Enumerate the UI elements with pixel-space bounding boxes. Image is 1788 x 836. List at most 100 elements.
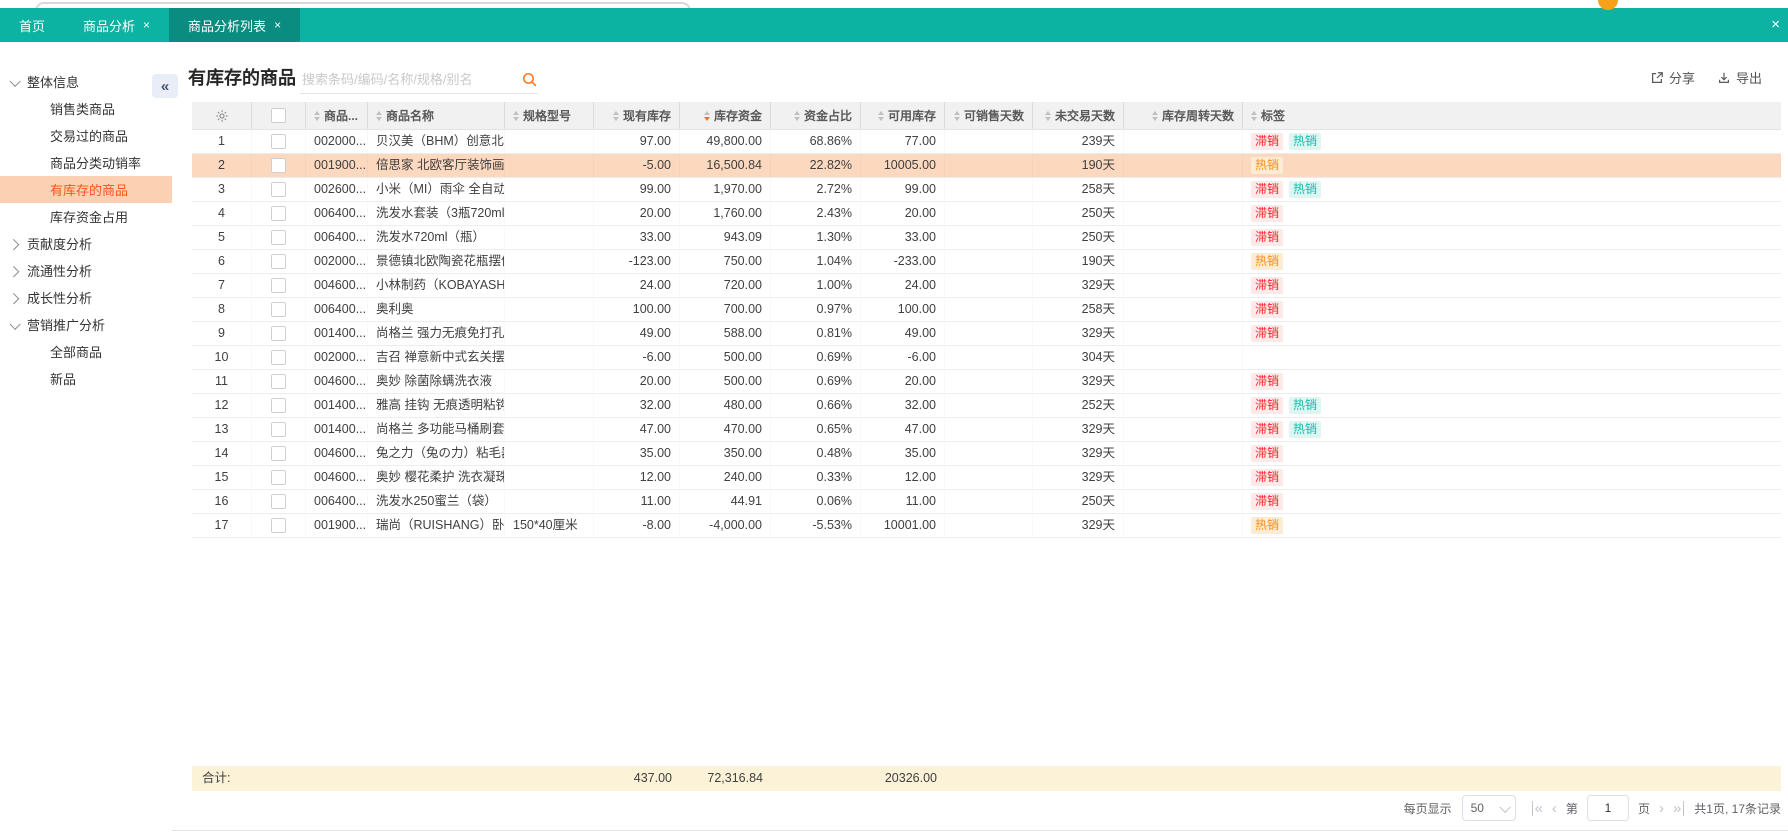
- sidebar-item[interactable]: 库存资金占用: [0, 203, 172, 230]
- table-row[interactable]: 11 004600... 奥妙 除菌除螨洗衣液 20.00 500.00 0.6…: [192, 370, 1781, 394]
- sidebar-item[interactable]: 成长性分析: [0, 284, 172, 311]
- row-checkbox[interactable]: [271, 374, 286, 389]
- table-row[interactable]: 16 006400... 洗发水250蜜兰（袋） 11.00 44.91 0.0…: [192, 490, 1781, 514]
- sort-carets-icon[interactable]: [953, 110, 960, 121]
- cell-available-stock: 32.00: [861, 394, 945, 417]
- sort-carets-icon[interactable]: [1044, 110, 1051, 121]
- sort-carets-icon[interactable]: [793, 110, 800, 121]
- column-header[interactable]: 库存周转天数: [1124, 102, 1243, 129]
- table-row[interactable]: 4 006400... 洗发水套装（3瓶720ml+1袋 20.00 1,760…: [192, 202, 1781, 226]
- window-close-icon[interactable]: ×: [1771, 16, 1780, 33]
- select-all-checkbox[interactable]: [271, 108, 286, 123]
- search-input[interactable]: [300, 71, 521, 88]
- table-row[interactable]: 13 001400... 尚格兰 多功能马桶刷套装 卫 47.00 470.00…: [192, 418, 1781, 442]
- row-checkbox[interactable]: [271, 182, 286, 197]
- row-checkbox[interactable]: [271, 230, 286, 245]
- sort-carets-icon[interactable]: [1251, 110, 1257, 121]
- column-header[interactable]: 未交易天数: [1033, 102, 1124, 129]
- table-row[interactable]: 15 004600... 奥妙 樱花柔护 洗衣凝珠 10 12.00 240.0…: [192, 466, 1781, 490]
- sort-carets-icon[interactable]: [1151, 110, 1158, 121]
- sidebar-item[interactable]: 营销推广分析: [0, 311, 172, 338]
- column-header[interactable]: 可销售天数: [945, 102, 1033, 129]
- tab-close-icon[interactable]: ×: [274, 18, 282, 32]
- table-row[interactable]: 14 004600... 兔之力（兔の力）粘毛器粘 35.00 350.00 0…: [192, 442, 1781, 466]
- first-page-button[interactable]: «: [1531, 800, 1543, 816]
- column-header[interactable]: 商品名称: [368, 102, 505, 129]
- sort-carets-icon[interactable]: [612, 110, 619, 121]
- sidebar-item[interactable]: 全部商品: [0, 338, 172, 365]
- column-header[interactable]: 标签: [1243, 102, 1781, 129]
- table-row[interactable]: 5 006400... 洗发水720ml（瓶） 33.00 943.09 1.3…: [192, 226, 1781, 250]
- row-checkbox[interactable]: [271, 254, 286, 269]
- table-row[interactable]: 12 001400... 雅高 挂钩 无痕透明粘钩 强力 32.00 480.0…: [192, 394, 1781, 418]
- row-checkbox[interactable]: [271, 302, 286, 317]
- cell-stock-fund: 240.00: [680, 466, 771, 489]
- tab[interactable]: 商品分析列表 ×: [169, 8, 301, 42]
- sidebar-item[interactable]: 新品: [0, 365, 172, 392]
- column-header[interactable]: 库存资金: [680, 102, 771, 129]
- row-checkbox[interactable]: [271, 350, 286, 365]
- cell-saleable-days: [945, 418, 1033, 441]
- cell-product-name: 尚格兰 多功能马桶刷套装 卫: [368, 418, 505, 441]
- row-checkbox[interactable]: [271, 206, 286, 221]
- tab-close-icon[interactable]: ×: [143, 18, 151, 32]
- row-checkbox[interactable]: [271, 134, 286, 149]
- cell-available-stock: 20.00: [861, 370, 945, 393]
- sidebar-item[interactable]: 交易过的商品: [0, 122, 172, 149]
- cell-checkbox: [252, 130, 306, 153]
- row-checkbox[interactable]: [271, 422, 286, 437]
- cell-tags: 滞销 热销: [1243, 130, 1781, 153]
- row-checkbox[interactable]: [271, 470, 286, 485]
- row-checkbox[interactable]: [271, 326, 286, 341]
- page-number-input[interactable]: [1586, 795, 1629, 821]
- sidebar-item[interactable]: 销售类商品: [0, 95, 172, 122]
- column-settings[interactable]: [192, 102, 252, 129]
- column-header[interactable]: 资金占比: [771, 102, 861, 129]
- sort-carets-icon[interactable]: [877, 110, 884, 121]
- table-row[interactable]: 7 004600... 小林制药（KOBAYASHI）日 24.00 720.0…: [192, 274, 1781, 298]
- row-checkbox[interactable]: [271, 158, 286, 173]
- sidebar-item[interactable]: 贡献度分析: [0, 230, 172, 257]
- table-row[interactable]: 9 001400... 尚格兰 强力无痕免打孔浴室 49.00 588.00 0…: [192, 322, 1781, 346]
- column-header[interactable]: 可用库存: [861, 102, 945, 129]
- table-row[interactable]: 17 001900... 瑞尚（RUISHANG）卧室装 150*40厘米 -8…: [192, 514, 1781, 538]
- sort-carets-icon[interactable]: [314, 110, 320, 121]
- sort-carets-icon[interactable]: [376, 110, 382, 121]
- sidebar-item[interactable]: 流通性分析: [0, 257, 172, 284]
- sort-carets-icon[interactable]: [703, 110, 710, 121]
- row-checkbox[interactable]: [271, 278, 286, 293]
- cell-checkbox: [252, 178, 306, 201]
- column-header[interactable]: 商品...: [306, 102, 368, 129]
- prev-page-button[interactable]: ‹: [1551, 799, 1557, 817]
- table-row[interactable]: 8 006400... 奥利奥 100.00 700.00 0.97% 100.…: [192, 298, 1781, 322]
- table-row[interactable]: 1 002000... 贝汉美（BHM）创意北欧客 97.00 49,800.0…: [192, 130, 1781, 154]
- cell-available-stock: -233.00: [861, 250, 945, 273]
- share-button[interactable]: 分享: [1650, 68, 1695, 87]
- column-header[interactable]: 现有库存: [594, 102, 680, 129]
- sort-carets-icon[interactable]: [513, 110, 519, 121]
- table-row[interactable]: 10 002000... 吉召 禅意新中式玄关摆件客 -6.00 500.00 …: [192, 346, 1781, 370]
- last-page-button[interactable]: »: [1673, 800, 1685, 816]
- row-checkbox[interactable]: [271, 518, 286, 533]
- sidebar-item[interactable]: 商品分类动销率: [0, 149, 172, 176]
- table-row[interactable]: 3 002600... 小米（MI）雨伞 全自动折叠 99.00 1,970.0…: [192, 178, 1781, 202]
- page-size-select[interactable]: 50: [1461, 795, 1516, 821]
- tab[interactable]: 商品分析 ×: [64, 8, 169, 42]
- column-header[interactable]: 规格型号: [505, 102, 594, 129]
- export-button[interactable]: 导出: [1717, 68, 1762, 87]
- sidebar-item[interactable]: 有库存的商品: [0, 176, 172, 203]
- avatar[interactable]: [1598, 0, 1618, 10]
- tab[interactable]: 首页: [0, 8, 64, 42]
- sidebar-item[interactable]: 整体信息: [0, 68, 172, 95]
- row-checkbox[interactable]: [271, 398, 286, 413]
- sidebar-collapse-button[interactable]: «: [152, 74, 178, 98]
- next-page-button[interactable]: ›: [1658, 799, 1664, 817]
- cell-fund-ratio: 0.81%: [771, 322, 861, 345]
- search-icon[interactable]: [521, 71, 538, 88]
- row-checkbox[interactable]: [271, 494, 286, 509]
- cell-fund-ratio: 0.48%: [771, 442, 861, 465]
- row-checkbox[interactable]: [271, 446, 286, 461]
- table-row[interactable]: 6 002000... 景德镇北欧陶瓷花瓶摆件 仿 -123.00 750.00…: [192, 250, 1781, 274]
- table-row[interactable]: 2 001900... 倍思家 北欧客厅装饰画卧室 -5.00 16,500.8…: [192, 154, 1781, 178]
- cell-product-name: 洗发水套装（3瓶720ml+1袋: [368, 202, 505, 225]
